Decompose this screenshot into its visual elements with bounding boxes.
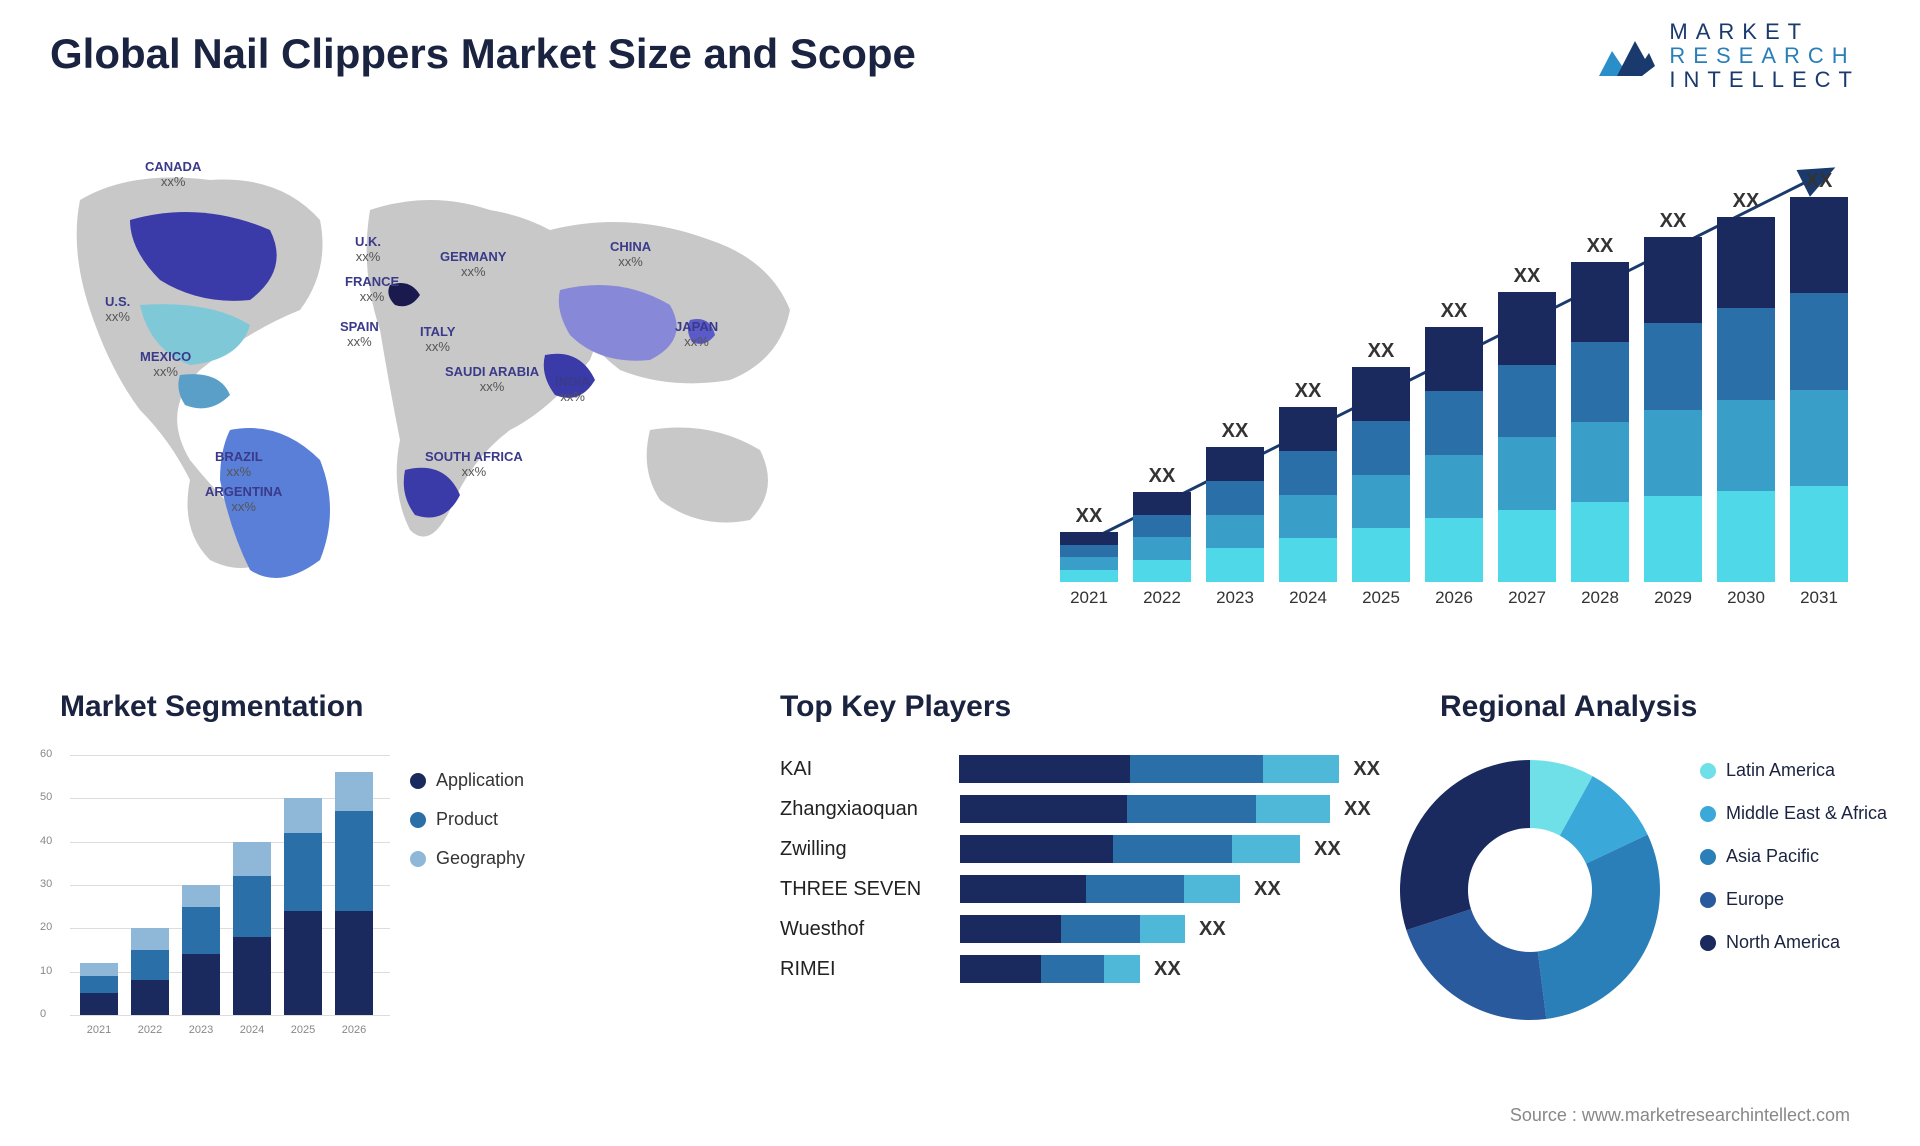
legend-item: Product xyxy=(410,809,525,830)
logo-text-2: RESEARCH xyxy=(1669,44,1860,68)
bar-xlabel: 2026 xyxy=(1425,588,1483,608)
bar-top-label: XX xyxy=(1352,340,1410,363)
legend-item: Asia Pacific xyxy=(1700,846,1887,867)
seg-xlabel: 2023 xyxy=(182,1024,220,1036)
main-bar-chart: 2021 XX 2022 XX 2023 XX 2024 XX 2025 XX 2026 XX 2027… xyxy=(1040,150,1850,610)
bar-top-label: XX xyxy=(1717,190,1775,213)
segmentation-legend: Application Product Geography xyxy=(410,770,525,887)
country-label: SAUDI ARABIAxx% xyxy=(445,365,539,395)
player-row: WuesthofXX xyxy=(780,915,1380,943)
bar-group xyxy=(1206,447,1264,582)
bar-group xyxy=(1717,217,1775,582)
bar-xlabel: 2025 xyxy=(1352,588,1410,608)
country-label: CHINAxx% xyxy=(610,240,651,270)
regional-donut xyxy=(1390,750,1670,1030)
bar-top-label: XX xyxy=(1133,465,1191,488)
country-label: FRANCExx% xyxy=(345,275,399,305)
bar-group xyxy=(1279,407,1337,582)
bar-group xyxy=(1790,197,1848,582)
bar-top-label: XX xyxy=(1279,380,1337,403)
player-row: RIMEIXX xyxy=(780,955,1380,983)
segmentation-title: Market Segmentation xyxy=(60,690,363,724)
bar-group xyxy=(1352,367,1410,582)
bar-xlabel: 2023 xyxy=(1206,588,1264,608)
world-map: CANADAxx% U.S.xx% MEXICOxx% BRAZILxx% ARGENT… xyxy=(50,130,930,610)
segmentation-chart: 0102030405060 202120222023202420252026 xyxy=(40,740,390,1040)
country-label: GERMANYxx% xyxy=(440,250,506,280)
regional-title: Regional Analysis xyxy=(1440,690,1697,724)
seg-xlabel: 2025 xyxy=(284,1024,322,1036)
legend-item: North America xyxy=(1700,932,1887,953)
bar-xlabel: 2022 xyxy=(1133,588,1191,608)
seg-bar xyxy=(131,928,169,1015)
key-players-chart: KAIXX ZhangxiaoquanXX ZwillingXX THREE SEVE… xyxy=(780,755,1380,995)
legend-item: Middle East & Africa xyxy=(1700,803,1887,824)
seg-bar xyxy=(335,772,373,1015)
bar-xlabel: 2021 xyxy=(1060,588,1118,608)
player-row: THREE SEVENXX xyxy=(780,875,1380,903)
seg-bar xyxy=(284,798,322,1015)
regional-legend: Latin America Middle East & Africa Asia Pa… xyxy=(1700,760,1887,975)
player-row: KAIXX xyxy=(780,755,1380,783)
bar-top-label: XX xyxy=(1571,235,1629,258)
legend-item: Geography xyxy=(410,848,525,869)
page-title: Global Nail Clippers Market Size and Sco… xyxy=(50,30,916,78)
seg-xlabel: 2024 xyxy=(233,1024,271,1036)
bar-group xyxy=(1133,492,1191,582)
legend-item: Latin America xyxy=(1700,760,1887,781)
bar-xlabel: 2024 xyxy=(1279,588,1337,608)
seg-bar xyxy=(80,963,118,1015)
brand-logo: MARKET RESEARCH INTELLECT xyxy=(1597,20,1860,93)
logo-text-3: INTELLECT xyxy=(1669,68,1860,92)
bar-top-label: XX xyxy=(1498,265,1556,288)
bar-xlabel: 2031 xyxy=(1790,588,1848,608)
player-row: ZhangxiaoquanXX xyxy=(780,795,1380,823)
seg-xlabel: 2021 xyxy=(80,1024,118,1036)
bar-xlabel: 2027 xyxy=(1498,588,1556,608)
players-title: Top Key Players xyxy=(780,690,1011,724)
bar-xlabel: 2030 xyxy=(1717,588,1775,608)
bar-top-label: XX xyxy=(1790,170,1848,193)
bar-xlabel: 2028 xyxy=(1571,588,1629,608)
country-label: INDIAxx% xyxy=(555,375,590,405)
bar-group xyxy=(1060,532,1118,582)
country-label: U.S.xx% xyxy=(105,295,130,325)
bar-group xyxy=(1498,292,1556,582)
country-label: U.K.xx% xyxy=(355,235,381,265)
seg-xlabel: 2022 xyxy=(131,1024,169,1036)
bar-group xyxy=(1425,327,1483,582)
logo-icon xyxy=(1597,31,1657,81)
country-label: SOUTH AFRICAxx% xyxy=(425,450,523,480)
bar-xlabel: 2029 xyxy=(1644,588,1702,608)
legend-item: Application xyxy=(410,770,525,791)
seg-bar xyxy=(233,842,271,1015)
country-label: JAPANxx% xyxy=(675,320,718,350)
bar-group xyxy=(1644,237,1702,582)
country-label: BRAZILxx% xyxy=(215,450,263,480)
bar-group xyxy=(1571,262,1629,582)
source-label: Source : www.marketresearchintellect.com xyxy=(1510,1105,1850,1126)
bar-top-label: XX xyxy=(1060,505,1118,528)
seg-xlabel: 2026 xyxy=(335,1024,373,1036)
bar-top-label: XX xyxy=(1206,420,1264,443)
bar-top-label: XX xyxy=(1425,300,1483,323)
legend-item: Europe xyxy=(1700,889,1887,910)
country-label: SPAINxx% xyxy=(340,320,379,350)
seg-bar xyxy=(182,885,220,1015)
logo-text-1: MARKET xyxy=(1669,20,1860,44)
player-row: ZwillingXX xyxy=(780,835,1380,863)
bar-top-label: XX xyxy=(1644,210,1702,233)
country-label: MEXICOxx% xyxy=(140,350,191,380)
country-label: CANADAxx% xyxy=(145,160,201,190)
country-label: ARGENTINAxx% xyxy=(205,485,282,515)
country-label: ITALYxx% xyxy=(420,325,455,355)
